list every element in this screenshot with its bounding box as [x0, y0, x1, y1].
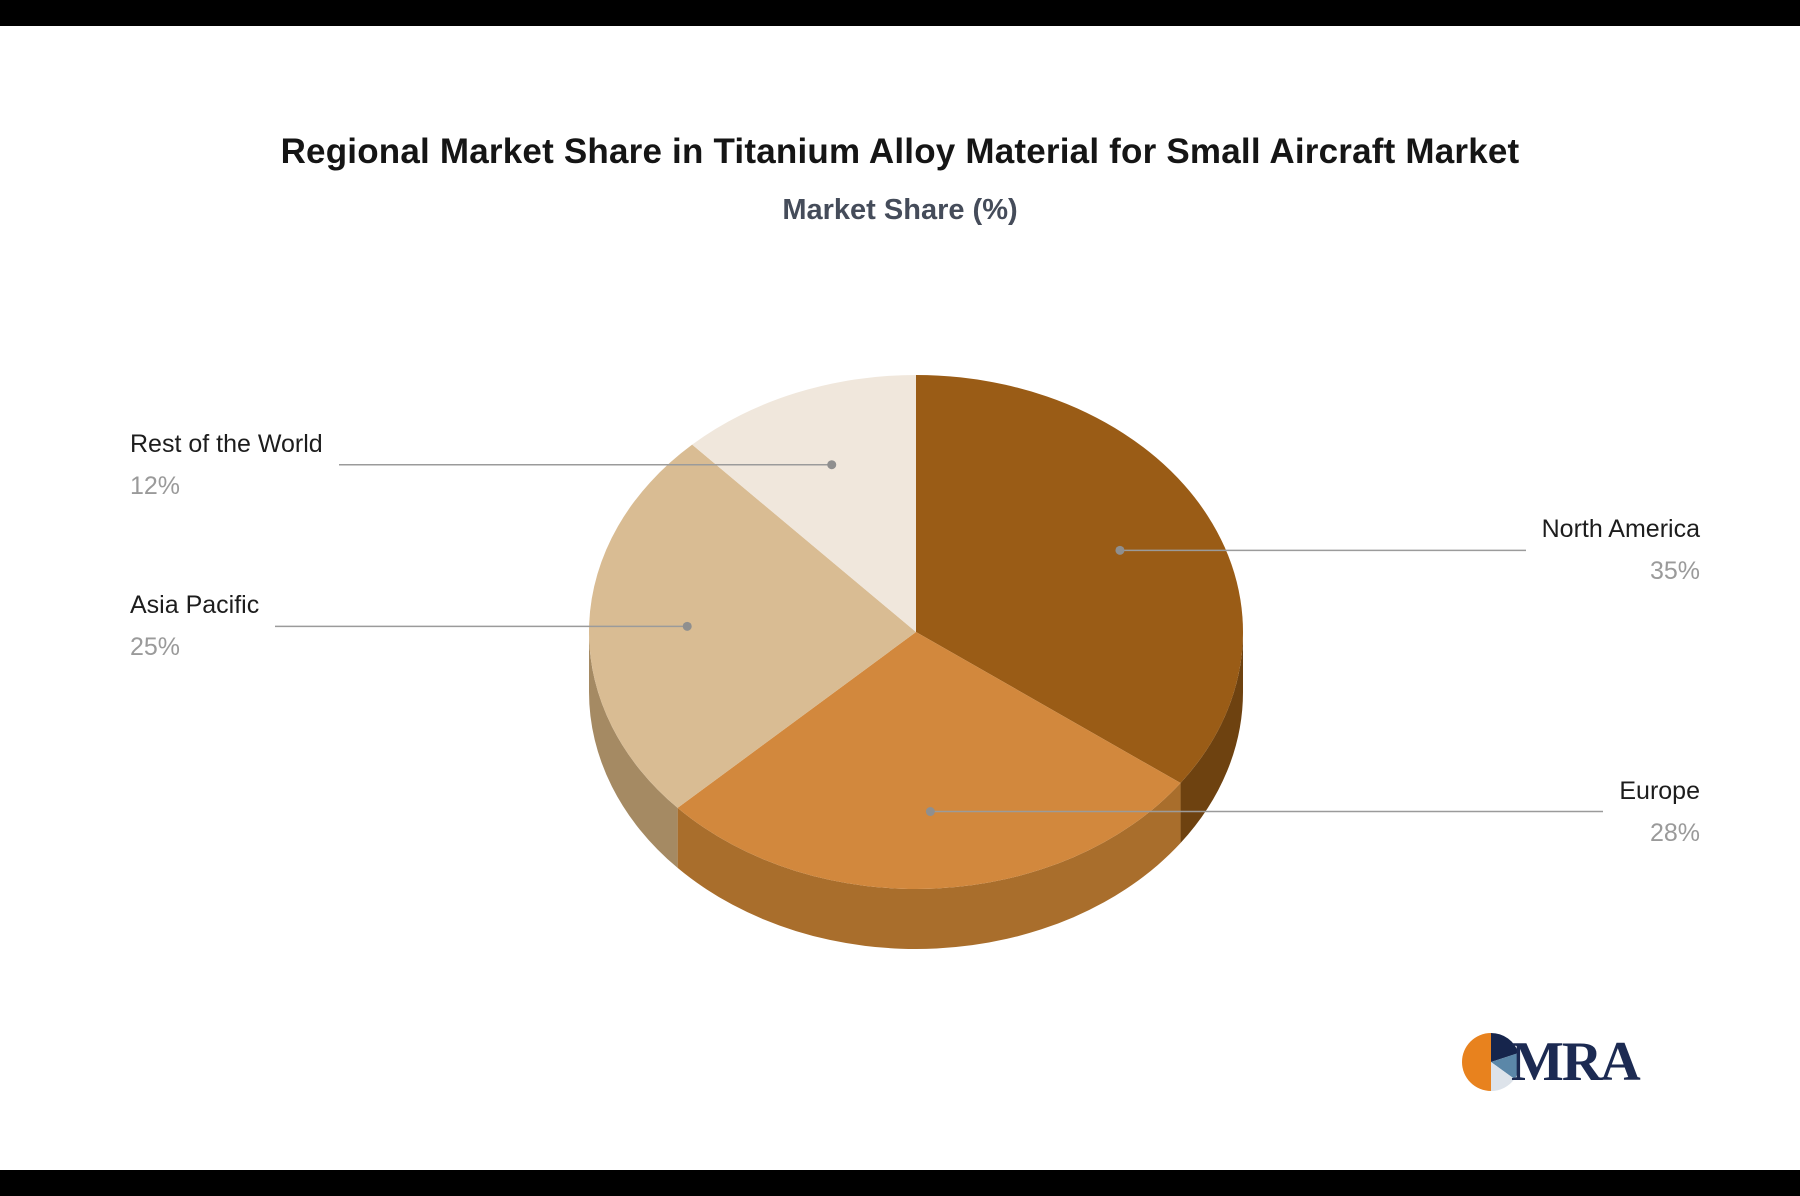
logo-pie-segment [1462, 1033, 1491, 1091]
logo-pie-segment [1491, 1033, 1519, 1062]
logo-pie-segment [1491, 1062, 1515, 1091]
pie-value-north-america: 35% [1649, 557, 1700, 586]
pie-label-north-america: North America [1541, 515, 1700, 544]
pie-slice-europe[interactable] [677, 632, 1181, 890]
pie-slice-rest-of-the-world[interactable] [692, 375, 916, 632]
bottom-border-bar [0, 1170, 1800, 1196]
pie-value-asia-pacific: 25% [130, 633, 181, 662]
chart-subtitle: Market Share (%) [782, 194, 1018, 226]
mra-logo-pie-icon [1462, 1033, 1520, 1091]
mra-logo: MRA [1462, 1030, 1641, 1094]
pie-label-europe: Europe [1619, 776, 1700, 805]
leader-dot-europe [925, 807, 935, 817]
pie-value-europe: 28% [1649, 818, 1700, 847]
mra-logo-text: MRA [1511, 1031, 1641, 1093]
leader-dot-north-america [1115, 545, 1125, 555]
leader-dot-rest-of-the-world [827, 460, 837, 470]
pie-slice-asia-pacific[interactable] [589, 444, 916, 808]
pie-label-rest-of-the-world: Rest of the World [130, 429, 323, 458]
logo-pie-segment [1491, 1053, 1520, 1080]
pie-side-europe [677, 783, 1181, 949]
chart-title: Regional Market Share in Titanium Alloy … [280, 132, 1520, 171]
leader-dot-asia-pacific [682, 621, 692, 631]
pie-label-asia-pacific: Asia Pacific [130, 591, 260, 620]
pie-side-asia-pacific [589, 632, 678, 868]
pie-side-north-america [1180, 632, 1243, 844]
pie-slice-north-america[interactable] [916, 375, 1243, 784]
top-border-bar [0, 0, 1800, 26]
pie-value-rest-of-the-world: 12% [130, 471, 181, 500]
